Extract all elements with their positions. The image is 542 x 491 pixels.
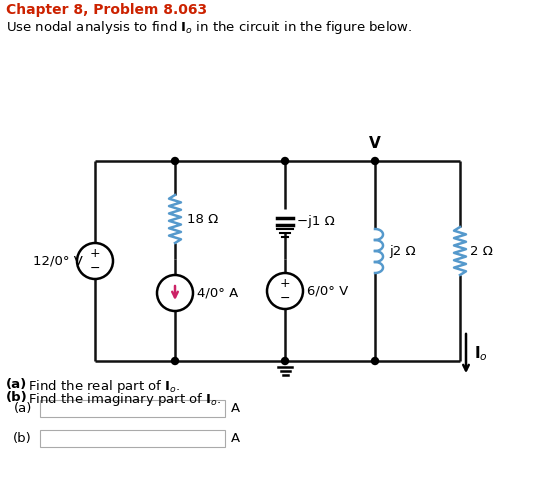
Text: Find the real part of $\mathbf{I}_o$.: Find the real part of $\mathbf{I}_o$. (24, 378, 180, 395)
Text: −: − (90, 262, 100, 275)
Text: (b): (b) (13, 432, 32, 445)
Text: −: − (280, 292, 291, 305)
Text: (a): (a) (6, 378, 27, 391)
Text: +: + (280, 277, 291, 290)
Text: j2 Ω: j2 Ω (389, 245, 416, 257)
Text: $\mathbf{I}_o$: $\mathbf{I}_o$ (474, 344, 488, 363)
Text: Use nodal analysis to find $\mathbf{I}_o$ in the circuit in the figure below.: Use nodal analysis to find $\mathbf{I}_o… (6, 19, 412, 36)
Text: 4/0° A: 4/0° A (197, 287, 238, 300)
Text: +: + (89, 247, 100, 260)
Text: 2 Ω: 2 Ω (470, 245, 493, 257)
Circle shape (281, 158, 288, 164)
Text: 12/0° V: 12/0° V (33, 254, 83, 268)
Circle shape (371, 357, 378, 364)
Text: Find the imaginary part of $\mathbf{I}_o$.: Find the imaginary part of $\mathbf{I}_o… (24, 391, 222, 408)
Circle shape (171, 357, 178, 364)
Text: Chapter 8, Problem 8.063: Chapter 8, Problem 8.063 (6, 3, 207, 17)
Text: −j1 Ω: −j1 Ω (297, 215, 335, 227)
Circle shape (171, 158, 178, 164)
FancyBboxPatch shape (40, 400, 225, 417)
Text: A: A (231, 402, 240, 415)
Text: V: V (369, 136, 381, 151)
Circle shape (371, 158, 378, 164)
Text: (a): (a) (14, 402, 32, 415)
FancyBboxPatch shape (40, 430, 225, 447)
Text: 18 Ω: 18 Ω (187, 213, 218, 225)
Text: 6/0° V: 6/0° V (307, 284, 349, 298)
Text: A: A (231, 432, 240, 445)
Circle shape (281, 357, 288, 364)
Text: (b): (b) (6, 391, 28, 404)
